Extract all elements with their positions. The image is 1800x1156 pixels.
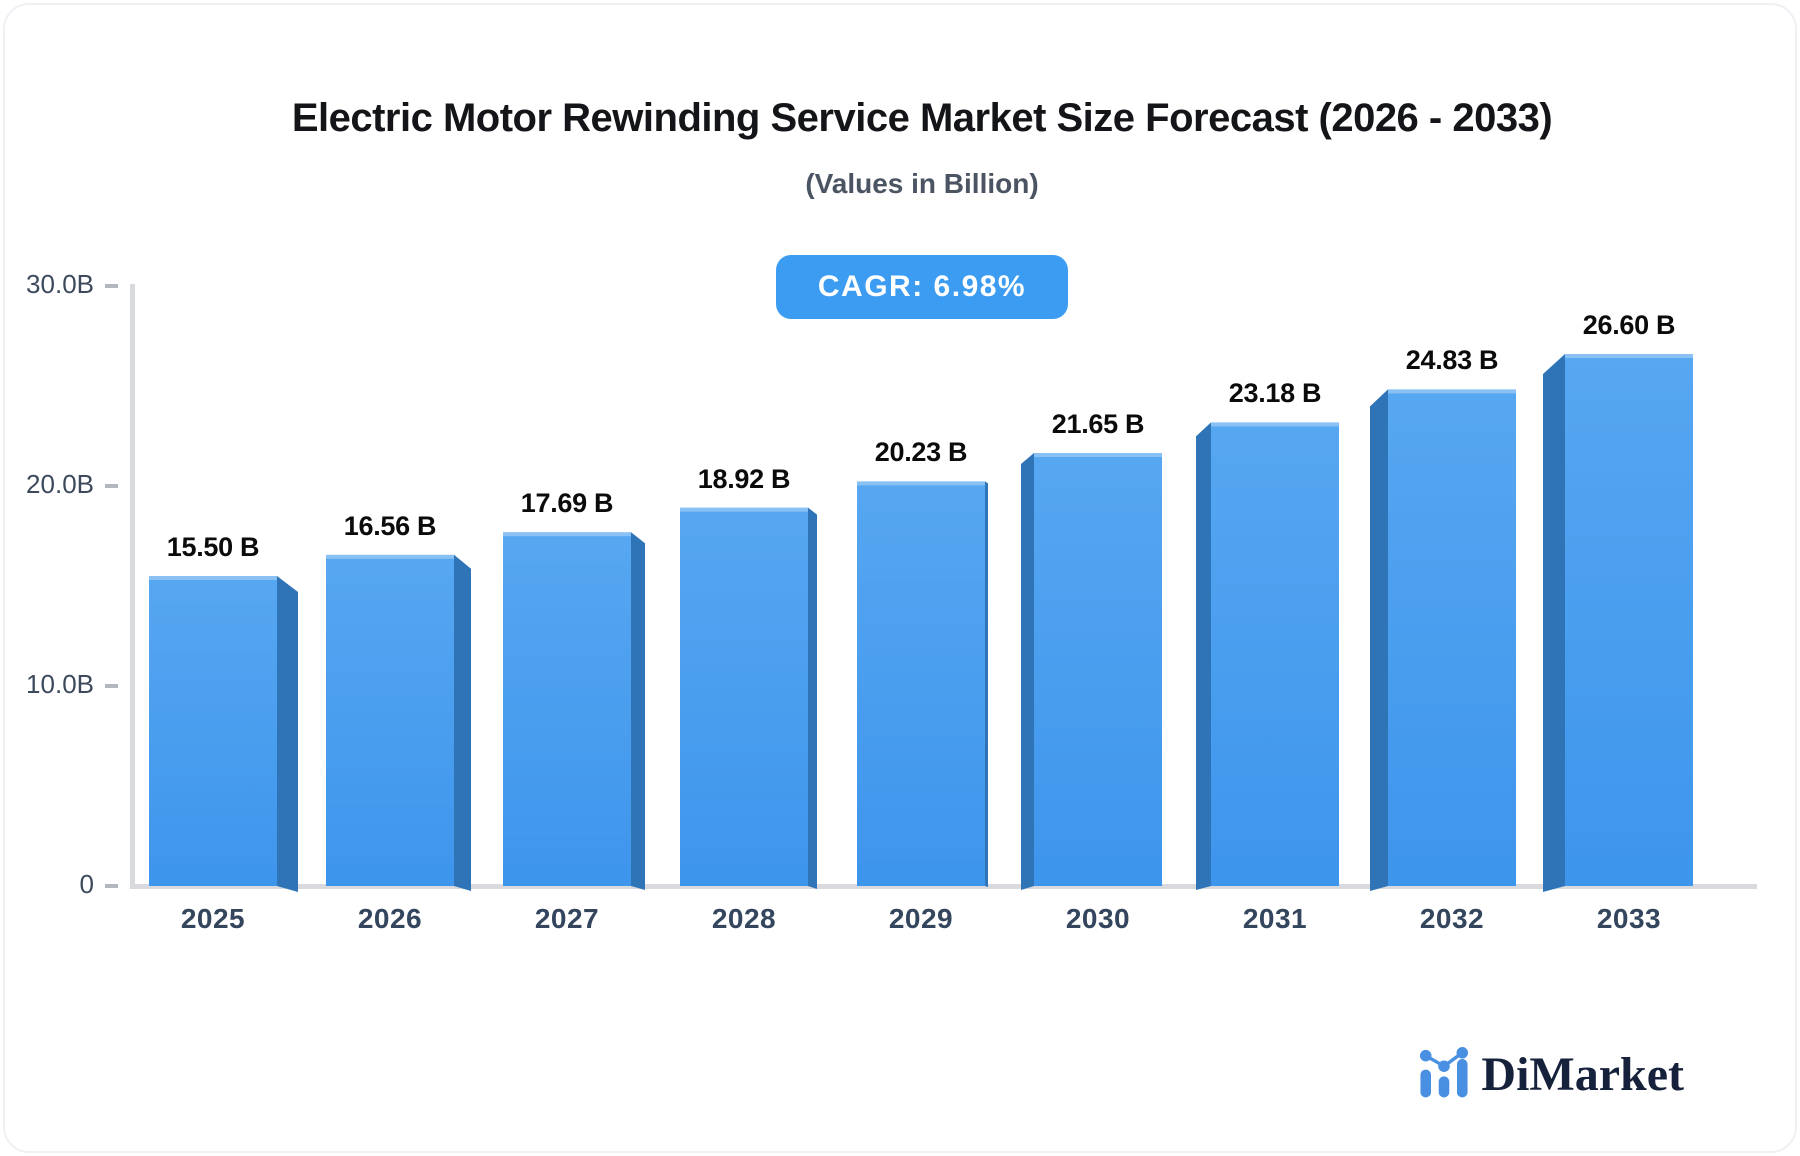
bar-2031 [1211, 422, 1339, 886]
bar-side-2029 [985, 481, 988, 887]
bar-side-2031 [1196, 422, 1211, 890]
bar-value-label-2030: 21.65 B [1051, 409, 1145, 439]
bar-side-2030 [1021, 453, 1034, 890]
bar-top-highlight [326, 554, 454, 559]
bar-value-label-2032: 24.83 B [1405, 345, 1499, 376]
bar-top-highlight [503, 532, 631, 537]
bar-side-2027 [631, 532, 645, 890]
bar-value-label-2026: 16.56 B [343, 510, 437, 541]
x-axis-label-2026: 2026 [357, 903, 423, 934]
x-axis-label-2029: 2029 [888, 903, 954, 934]
chart-title: Electric Motor Rewinding Service Market … [291, 96, 1553, 140]
y-axis-label: 10.0B [26, 669, 94, 699]
bar-2030 [1034, 453, 1162, 886]
x-axis-label-2033: 2033 [1596, 903, 1662, 934]
chart-subtitle: (Values in Billion) [805, 168, 1039, 199]
bar-top-highlight [680, 507, 808, 512]
cagr-badge: CAGR: 6.98% [775, 255, 1069, 319]
bar-2029 [857, 481, 985, 886]
x-axis-label-2028: 2028 [711, 903, 777, 934]
bar-top-highlight [149, 576, 277, 580]
y-axis-label: 30.0B [26, 269, 94, 299]
bar-2033 [1565, 354, 1693, 886]
bar-top-highlight [1565, 354, 1693, 358]
x-axis-label-2031: 2031 [1242, 903, 1308, 934]
x-axis-label-2027: 2027 [534, 903, 600, 934]
y-axis-tick [105, 884, 118, 888]
bar-side-2025 [277, 576, 298, 892]
y-axis-tick [105, 284, 118, 288]
brand-name: DiMarket [1481, 1048, 1684, 1102]
bar-side-2028 [808, 507, 817, 889]
bar-value-label-2033: 26.60 B [1582, 310, 1676, 340]
x-axis-label-2025: 2025 [180, 903, 246, 934]
bar-side-2026 [454, 554, 471, 891]
x-axis-baseline [130, 884, 1757, 889]
x-axis-label-2032: 2032 [1419, 903, 1485, 934]
bar-side-2032 [1370, 389, 1388, 891]
bar-2032 [1388, 389, 1516, 886]
y-axis-tick [105, 484, 118, 488]
bar-value-label-2025: 15.50 B [166, 532, 260, 562]
bar-top-highlight [1388, 389, 1516, 394]
bar-2027 [503, 532, 631, 886]
bar-top-highlight [857, 481, 985, 486]
bar-2028 [680, 507, 808, 886]
y-axis-label: 20.0B [26, 469, 94, 499]
bar-side-2033 [1543, 354, 1565, 892]
bar-2026 [326, 554, 454, 886]
brand-logo: DiMarket [1419, 1046, 1684, 1102]
bar-2025 [149, 576, 277, 886]
bar-value-label-2028: 18.92 B [697, 463, 791, 494]
x-axis-label-2030: 2030 [1065, 903, 1131, 934]
bar-value-label-2027: 17.69 B [520, 488, 614, 519]
bar-value-label-2029: 20.23 B [874, 437, 968, 468]
y-axis-tick [105, 684, 118, 688]
cagr-badge-row: CAGR: 6.98% [44, 255, 1800, 319]
y-axis-label: 0 [79, 869, 94, 899]
bar-top-highlight [1211, 422, 1339, 427]
bar-top-highlight [1034, 453, 1162, 457]
bar-value-label-2031: 23.18 B [1228, 378, 1322, 409]
bar-chart-trend-icon [1420, 1047, 1469, 1098]
y-axis-line [130, 284, 135, 889]
